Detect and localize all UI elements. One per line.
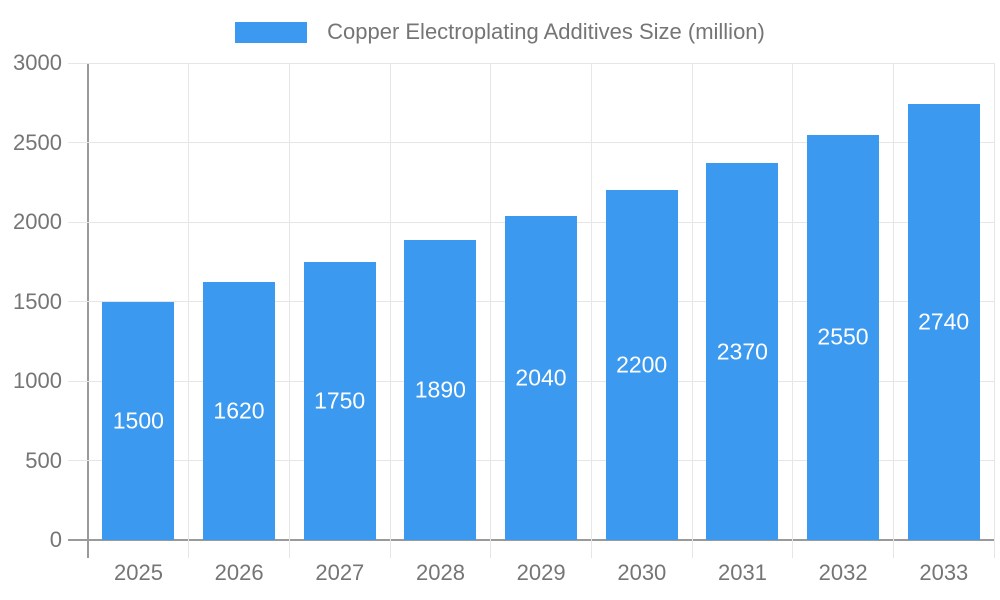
x-gridline	[993, 63, 995, 558]
legend-label: Copper Electroplating Additives Size (mi…	[327, 19, 765, 44]
legend-swatch	[235, 21, 308, 43]
legend-item[interactable]: Copper Electroplating Additives Size (mi…	[235, 21, 765, 43]
bar-value-label: 1890	[414, 376, 466, 403]
bar-2026: 1620	[203, 282, 275, 540]
chart-legend: Copper Electroplating Additives Size (mi…	[0, 21, 1000, 43]
x-axis-tick-label: 2032	[818, 560, 868, 585]
x-gridline	[892, 63, 894, 558]
bar-2025: 1500	[102, 301, 175, 540]
bar-2029: 2040	[505, 215, 577, 540]
y-gridline	[68, 62, 994, 64]
bar-2033: 2740	[907, 104, 980, 540]
bar-value-label: 2040	[515, 364, 567, 391]
x-gridline	[691, 63, 693, 558]
bar-2031: 2370	[706, 163, 779, 540]
x-gridline	[188, 63, 190, 558]
x-gridline	[288, 63, 290, 558]
x-axis-tick-label: 2025	[114, 560, 163, 585]
x-axis-tick-label: 2026	[214, 560, 264, 585]
y-axis-line	[87, 63, 89, 558]
bar-value-label: 1500	[112, 407, 164, 434]
y-axis-tick-label: 2500	[13, 129, 62, 155]
bar-value-label: 2200	[616, 351, 668, 378]
bar-value-label: 2740	[918, 308, 970, 335]
y-axis-tick-label: 1500	[13, 288, 62, 314]
bar-value-label: 2550	[817, 323, 869, 350]
x-axis-tick-label: 2031	[718, 560, 767, 585]
x-axis-tick-label: 2029	[516, 560, 566, 585]
y-axis-tick-label: 500	[25, 447, 62, 473]
x-gridline	[389, 63, 391, 558]
bar-value-label: 1750	[314, 387, 366, 414]
x-axis-tick-label: 2030	[617, 560, 667, 585]
y-axis-tick-label: 1000	[13, 368, 62, 393]
plot-area: 1500 1620 1750 1890 2040 2200 2370 2550 2740	[68, 62, 995, 558]
y-axis-tick-label: 0	[49, 527, 62, 552]
x-gridline	[792, 63, 794, 558]
y-gridline	[68, 142, 994, 143]
x-gridline	[590, 63, 592, 558]
bar-2028: 1890	[404, 239, 477, 540]
y-axis-tick-label: 3000	[13, 50, 62, 75]
bar-value-label: 1620	[213, 397, 265, 424]
bar-value-label: 2370	[716, 338, 768, 365]
bar-2032: 2550	[807, 134, 879, 540]
y-axis-tick-label: 2000	[13, 209, 62, 234]
x-axis-line	[68, 539, 994, 541]
x-axis-tick-label: 2028	[416, 560, 465, 585]
x-axis-tick-label: 2027	[315, 560, 365, 585]
bar-2030: 2200	[605, 190, 678, 540]
x-gridline	[490, 63, 492, 558]
x-axis-tick-label: 2033	[919, 560, 969, 585]
bar-2027: 1750	[303, 261, 376, 540]
